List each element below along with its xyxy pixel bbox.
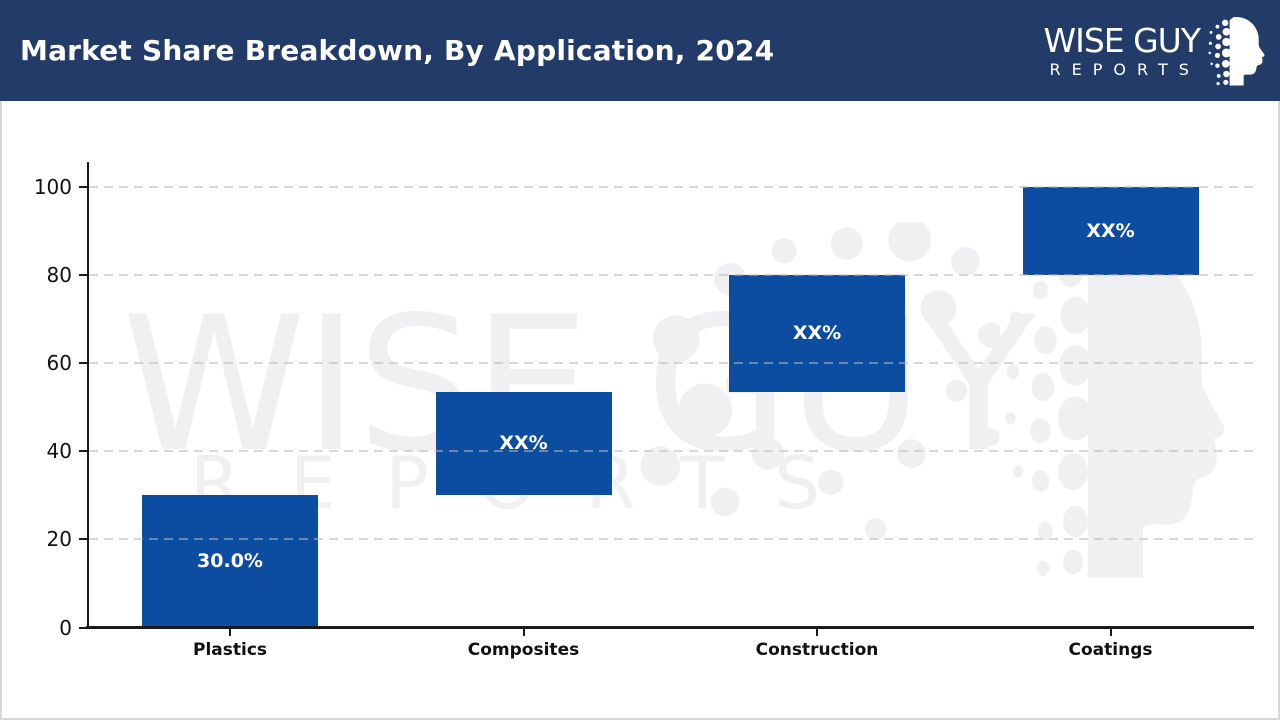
x-label-coatings: Coatings (1068, 640, 1153, 660)
x-label-composites: Composites (467, 640, 580, 660)
bar-coatings (1022, 186, 1199, 275)
bar-label-composites: XX% (499, 432, 548, 455)
gridline-100 (89, 185, 1254, 188)
y-axis-spine (87, 162, 89, 629)
x-tick-mark-plastics (229, 629, 231, 636)
x-tick-mark-construction (816, 629, 818, 636)
bar-label-plastics: 30.0% (197, 550, 263, 573)
gridline-60 (89, 362, 1254, 365)
bar-label-coatings: XX% (1086, 219, 1135, 242)
y-tick-label-20: 20 (46, 527, 72, 552)
y-tick-label-100: 100 (33, 174, 72, 199)
chart-title: Market Share Breakdown, By Application, … (20, 34, 775, 67)
y-tick-mark-0 (79, 626, 88, 629)
watermark-dots (640, 222, 1000, 540)
gridline-40 (89, 450, 1254, 453)
wise-guy-logo: WISE GUY REPORTS (1043, 0, 1268, 101)
y-tick-mark-20 (79, 538, 88, 541)
x-label-construction: Construction (755, 640, 879, 660)
gridline-80 (89, 273, 1254, 276)
logo-text: WISE GUY REPORTS (1043, 20, 1201, 79)
gridline-20 (89, 538, 1254, 541)
bar-composites (435, 391, 612, 496)
y-tick-label-60: 60 (46, 351, 72, 376)
x-axis-spine (86, 626, 1254, 629)
x-tick-mark-composites (522, 629, 525, 636)
y-tick-mark-60 (79, 362, 88, 365)
header-bar: Market Share Breakdown, By Application, … (0, 0, 1280, 101)
y-tick-label-80: 80 (46, 262, 72, 287)
bar-construction (729, 274, 905, 392)
y-tick-mark-40 (79, 450, 88, 453)
bar-plastics (142, 495, 318, 628)
watermark-head-icon (1005, 242, 1225, 578)
logo-reports-text: REPORTS (1049, 59, 1200, 79)
x-tick-mark-coatings (1109, 629, 1112, 636)
logo-head-icon (1208, 16, 1265, 86)
y-tick-mark-100 (79, 185, 88, 188)
y-tick-label-0: 0 (59, 615, 72, 640)
logo-wordmark: WISE GUY (1043, 20, 1201, 60)
bar-label-construction: XX% (792, 322, 842, 345)
x-label-plastics: Plastics (192, 640, 268, 660)
y-tick-label-40: 40 (46, 439, 72, 464)
y-tick-mark-80 (79, 273, 88, 276)
